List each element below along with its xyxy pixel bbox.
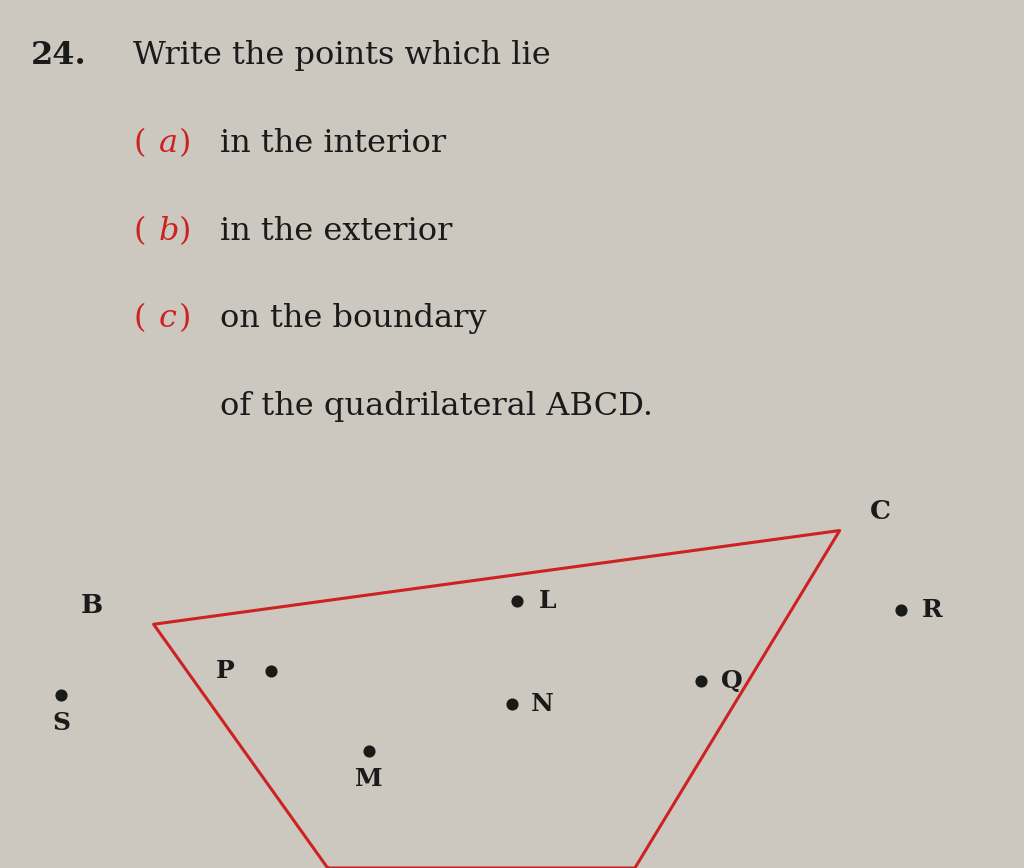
Text: (: ( [133, 128, 145, 159]
Text: L: L [539, 589, 557, 613]
Text: R: R [922, 598, 942, 622]
Text: in the exterior: in the exterior [220, 215, 453, 247]
Text: C: C [870, 499, 891, 524]
Text: B: B [81, 593, 103, 618]
Point [263, 664, 280, 678]
Text: N: N [531, 692, 554, 716]
Text: a: a [159, 128, 178, 159]
Text: ): ) [179, 128, 191, 159]
Text: S: S [52, 711, 71, 734]
Point [693, 674, 710, 687]
Point [504, 697, 520, 711]
Text: ): ) [179, 304, 191, 334]
Text: in the interior: in the interior [220, 128, 446, 159]
Text: Q: Q [721, 668, 743, 693]
Text: c: c [159, 304, 176, 334]
Point [509, 594, 525, 608]
Text: P: P [216, 659, 234, 683]
Text: 24.: 24. [31, 40, 86, 71]
Text: on the boundary: on the boundary [220, 304, 486, 334]
Text: ): ) [179, 215, 191, 247]
Text: (: ( [133, 215, 145, 247]
Point [360, 744, 377, 758]
Point [893, 603, 909, 617]
Text: (: ( [133, 304, 145, 334]
Text: Write the points which lie: Write the points which lie [133, 40, 551, 71]
Text: M: M [355, 767, 382, 791]
Text: of the quadrilateral ABCD.: of the quadrilateral ABCD. [220, 391, 653, 423]
Text: b: b [159, 215, 179, 247]
Point [53, 687, 70, 701]
